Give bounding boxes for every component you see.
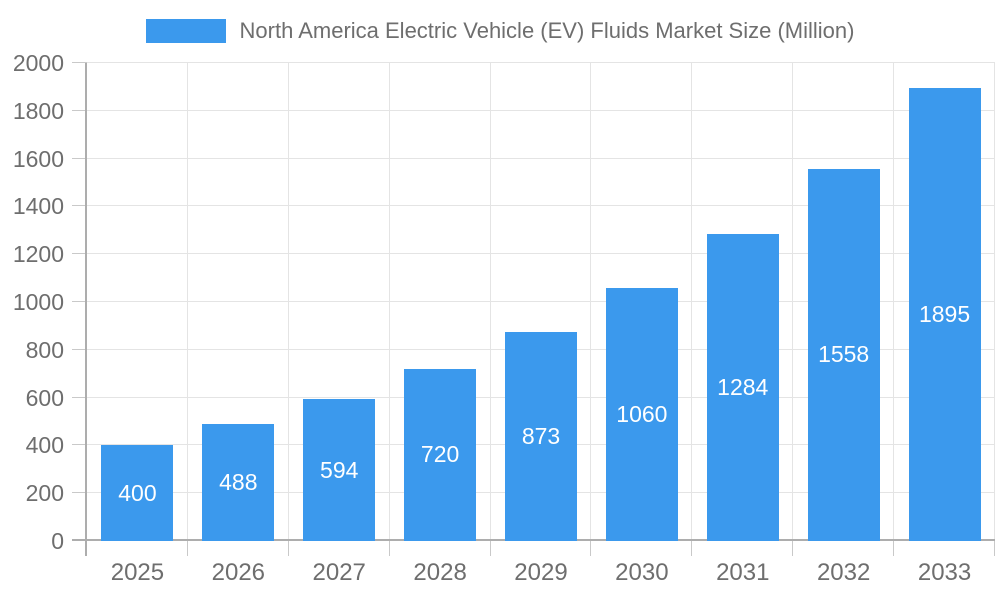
y-axis-line: [85, 63, 87, 556]
x-axis-tick-label: 2025: [110, 559, 165, 586]
x-axis-tick: [186, 541, 188, 556]
y-axis-tick: [72, 157, 87, 159]
x-axis-tick: [287, 541, 289, 556]
x-axis-tick-label: 2029: [514, 559, 568, 586]
bar[interactable]: 488: [202, 424, 275, 541]
bar[interactable]: 720: [404, 368, 477, 541]
x-gridline: [287, 63, 289, 541]
y-axis-tick-label: 1600: [12, 145, 64, 172]
bar[interactable]: 400: [101, 445, 174, 541]
y-gridline: [87, 157, 995, 159]
x-axis-tick-label: 2026: [211, 559, 266, 586]
x-gridline: [994, 63, 995, 541]
y-gridline: [87, 301, 995, 302]
y-axis-tick: [72, 396, 87, 398]
y-axis-tick-label: 400: [25, 432, 64, 459]
x-gridline: [792, 63, 794, 541]
y-gridline: [87, 205, 995, 207]
y-axis-tick-label: 800: [25, 336, 64, 363]
bar-value-label: 720: [420, 441, 460, 468]
bar[interactable]: 1558: [807, 168, 880, 541]
x-axis-tick-label: 2027: [312, 559, 366, 586]
x-axis-tick-label: 2032: [816, 559, 871, 586]
y-axis-tick-label: 1000: [12, 289, 64, 315]
bar-value-label: 873: [521, 423, 561, 450]
legend-label[interactable]: North America Electric Vehicle (EV) Flui…: [239, 18, 855, 43]
y-axis-tick: [72, 492, 87, 494]
x-axis-tick: [994, 541, 995, 556]
bar[interactable]: 594: [303, 399, 376, 541]
x-gridline: [893, 63, 895, 541]
y-axis-tick-label: 1200: [12, 241, 64, 268]
bar-value-label: 400: [118, 479, 157, 506]
x-axis-tick: [590, 541, 592, 556]
bar-value-label: 1558: [818, 341, 870, 368]
x-axis-tick-label: 2033: [917, 559, 972, 586]
x-axis-tick-label: 2030: [615, 559, 669, 586]
bar[interactable]: 1060: [605, 287, 678, 541]
y-axis-tick: [72, 444, 87, 446]
bar[interactable]: 1895: [908, 88, 981, 541]
y-axis-tick: [72, 62, 87, 63]
y-axis-tick: [72, 205, 87, 207]
bar-value-label: 488: [219, 469, 258, 496]
y-axis-tick-label: 0: [51, 528, 64, 554]
bar-value-label: 594: [320, 456, 359, 483]
bar[interactable]: 1284: [706, 234, 779, 541]
y-axis-tick-label: 1400: [12, 193, 64, 220]
x-axis-tick: [691, 541, 693, 556]
x-axis-tick-label: 2031: [716, 559, 770, 586]
bar-value-label: 1895: [918, 301, 971, 328]
bar[interactable]: 873: [505, 332, 577, 541]
y-axis-tick: [72, 253, 87, 255]
y-axis-tick: [72, 348, 87, 350]
x-axis-tick: [388, 541, 390, 556]
x-gridline: [691, 63, 693, 541]
y-axis-tick-label: 2000: [12, 50, 64, 76]
y-axis-tick: [72, 301, 87, 302]
x-axis-tick: [893, 541, 895, 556]
y-gridline: [87, 109, 995, 111]
y-axis-tick-label: 200: [25, 480, 64, 507]
y-axis-tick-label: 1800: [12, 97, 64, 124]
x-axis-tick: [792, 541, 794, 556]
y-gridline: [87, 253, 995, 255]
bar-value-label: 1284: [717, 374, 769, 401]
x-gridline: [489, 63, 491, 541]
x-gridline: [590, 63, 592, 541]
x-gridline: [388, 63, 390, 541]
x-gridline: [186, 63, 188, 541]
chart-legend[interactable]: North America Electric Vehicle (EV) Flui…: [0, 17, 1000, 45]
x-axis-tick: [489, 541, 491, 556]
bar-value-label: 1060: [616, 400, 668, 427]
x-axis-tick-label: 2028: [413, 559, 467, 586]
y-gridline: [87, 62, 995, 63]
y-axis-tick-label: 600: [25, 384, 64, 411]
y-axis-tick: [72, 109, 87, 111]
legend-swatch[interactable]: [145, 19, 226, 43]
